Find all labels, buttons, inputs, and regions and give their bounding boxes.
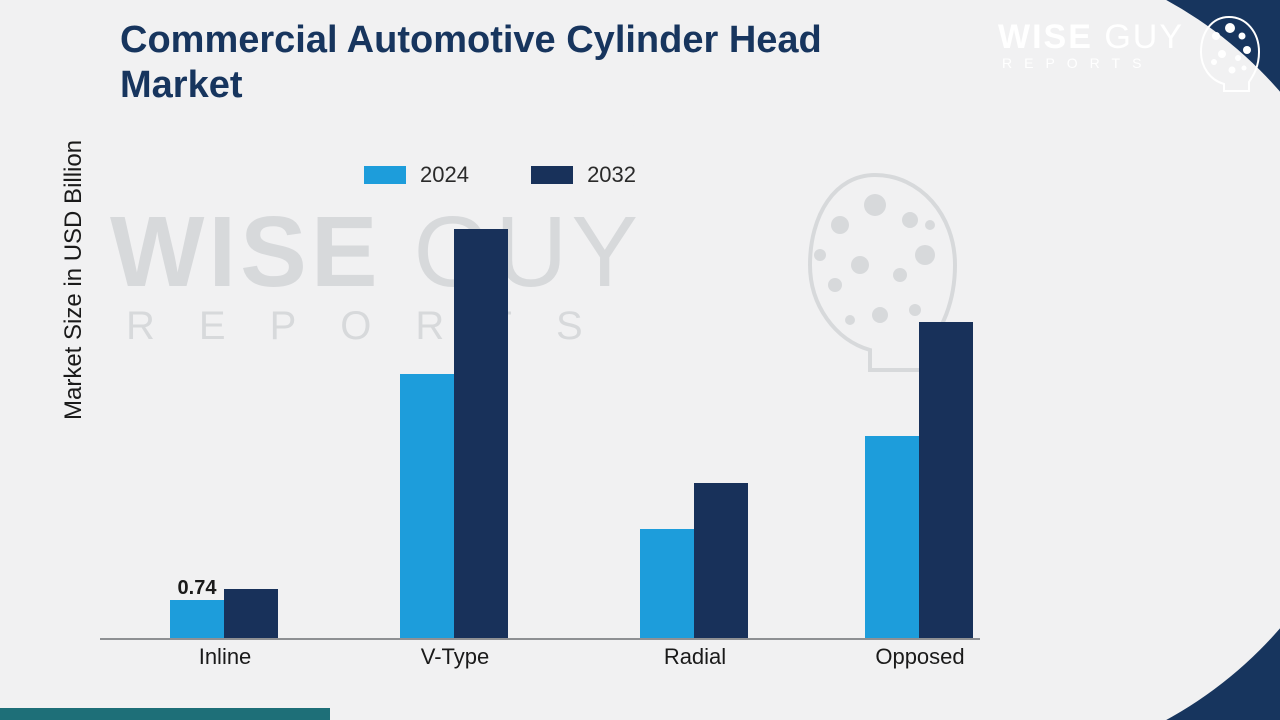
bar-2032-inline — [224, 589, 278, 638]
x-label-v-type: V-Type — [375, 644, 535, 670]
legend-label-2024: 2024 — [420, 162, 469, 188]
legend-label-2032: 2032 — [587, 162, 636, 188]
bar-2024-radial — [640, 529, 694, 638]
bar-2024-v-type — [400, 374, 454, 638]
legend-swatch-2032 — [531, 166, 573, 184]
brand-logo: WISE GUY REPORTS — [998, 18, 1258, 71]
bar-2032-opposed — [919, 322, 973, 638]
x-label-opposed: Opposed — [840, 644, 1000, 670]
y-axis-label: Market Size in USD Billion — [60, 140, 88, 420]
legend-swatch-2024 — [364, 166, 406, 184]
bar-2032-v-type — [454, 229, 508, 638]
legend-item-2024: 2024 — [364, 162, 469, 188]
bar-2024-inline: 0.74 — [170, 600, 224, 638]
chart-title: Commercial Automotive Cylinder Head Mark… — [120, 18, 880, 108]
plot-area: 0.74InlineV-TypeRadialOpposed — [100, 200, 980, 640]
logo-light: GUY — [1093, 18, 1184, 56]
value-label-inline: 0.74 — [162, 577, 232, 600]
bottom-accent-bar — [0, 708, 330, 720]
logo-head-icon — [1194, 14, 1264, 94]
legend: 2024 2032 — [0, 162, 1000, 190]
x-label-inline: Inline — [145, 644, 305, 670]
bar-2024-opposed — [865, 436, 919, 638]
legend-item-2032: 2032 — [531, 162, 636, 188]
logo-bold: WISE — [998, 18, 1093, 56]
bar-2032-radial — [694, 483, 748, 638]
x-label-radial: Radial — [615, 644, 775, 670]
